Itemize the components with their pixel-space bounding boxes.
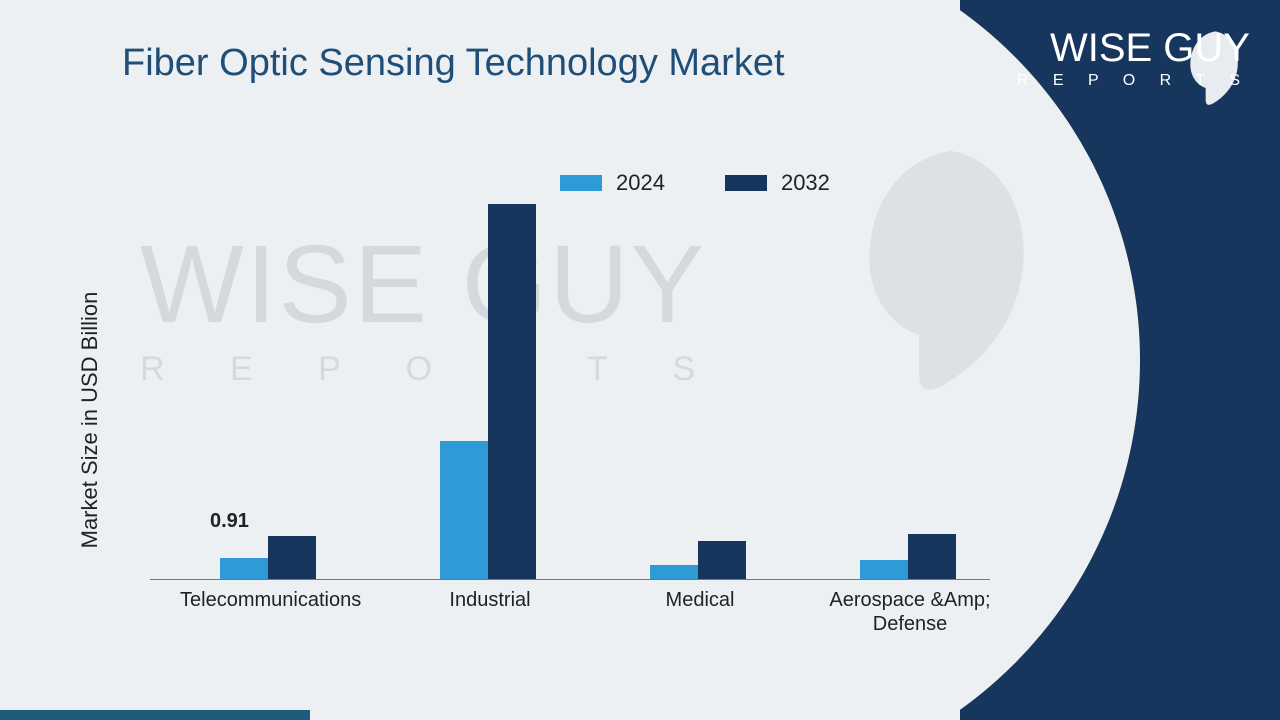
bar-2024 — [440, 441, 488, 579]
legend-swatch-2024 — [560, 175, 602, 191]
legend-item-2032: 2032 — [725, 170, 830, 196]
plot-area: 0.91TelecommunicationsIndustrialMedicalA… — [150, 200, 990, 580]
chart-title: Fiber Optic Sensing Technology Market — [122, 40, 842, 88]
category-label: Aerospace &Amp; Defense — [820, 580, 1000, 636]
category-label: Industrial — [400, 580, 580, 612]
bar-chart: Market Size in USD Billion 2024 2032 0.9… — [90, 170, 990, 670]
legend-item-2024: 2024 — [560, 170, 665, 196]
chart-legend: 2024 2032 — [560, 170, 830, 196]
bar-2024 — [860, 560, 908, 579]
bar-value-label: 0.91 — [210, 510, 249, 533]
brand-head-icon — [1174, 28, 1244, 108]
bar-2032 — [268, 536, 316, 579]
category-label: Telecommunications — [180, 580, 360, 612]
bar-2032 — [488, 204, 536, 579]
category-label: Medical — [610, 580, 790, 612]
report-slide: WISE GUY R E P O R T S Fiber Optic Sensi… — [0, 0, 1280, 720]
legend-swatch-2032 — [725, 175, 767, 191]
bar-2032 — [908, 534, 956, 579]
bar-2024 — [220, 558, 268, 579]
legend-label-2024: 2024 — [616, 170, 665, 196]
legend-label-2032: 2032 — [781, 170, 830, 196]
brand-logo: WISE GUY R E P O R T S — [970, 28, 1250, 90]
bar-2032 — [698, 541, 746, 579]
y-axis-label: Market Size in USD Billion — [77, 292, 103, 549]
bar-2024 — [650, 565, 698, 579]
bottom-accent-bar — [0, 710, 310, 720]
